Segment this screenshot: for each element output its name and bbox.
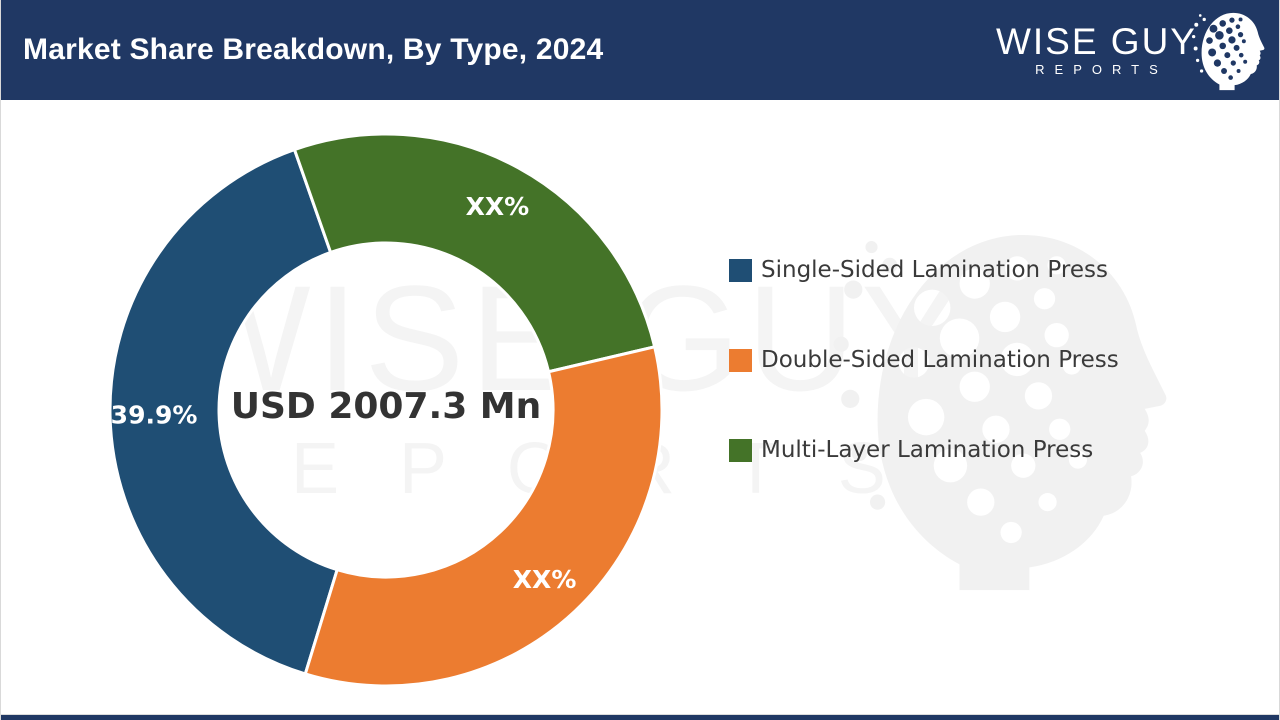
legend-label: Multi-Layer Lamination Press bbox=[761, 437, 1094, 463]
logo-wordmark: WISE GUY bbox=[995, 21, 1197, 63]
legend-item-single-sided: Single-Sided Lamination Press bbox=[729, 246, 1108, 294]
legend-swatch bbox=[729, 258, 752, 282]
legend-item-double-sided: Double-Sided Lamination Press bbox=[729, 336, 1119, 384]
bottom-bar bbox=[1, 715, 1279, 720]
donut-segment-double-sided-lamination-press bbox=[303, 344, 664, 688]
wiseguy-head-icon bbox=[1191, 12, 1265, 90]
watermark-head-icon bbox=[833, 234, 1167, 591]
donut-segment-multi-layer-lamination-press bbox=[292, 132, 657, 374]
logo-subtitle: REPORTS bbox=[1035, 61, 1168, 77]
wiseguy-logo: WISE GUY REPORTS bbox=[996, 8, 1265, 92]
page-title: Market Share Breakdown, By Type, 2024 bbox=[23, 33, 604, 66]
segment-label: XX% bbox=[513, 565, 577, 594]
header: Market Share Breakdown, By Type, 2024 WI… bbox=[1, 0, 1279, 100]
legend-label: Double-Sided Lamination Press bbox=[761, 347, 1119, 373]
bottom-divider bbox=[1, 714, 1279, 715]
segment-label: 39.9% bbox=[111, 400, 198, 429]
donut-segment-single-sided-lamination-press bbox=[108, 147, 340, 676]
legend-item-multi-layer: Multi-Layer Lamination Press bbox=[729, 426, 1093, 474]
segment-label: XX% bbox=[466, 192, 530, 221]
legend-label: Single-Sided Lamination Press bbox=[761, 257, 1108, 283]
logo-text: WISE GUY REPORTS bbox=[995, 21, 1197, 77]
legend-swatch bbox=[729, 348, 752, 372]
donut-center-label: USD 2007.3 Mn bbox=[230, 386, 542, 427]
donut-chart: 39.9% XX% XX% bbox=[108, 132, 664, 688]
legend-swatch bbox=[729, 438, 752, 462]
